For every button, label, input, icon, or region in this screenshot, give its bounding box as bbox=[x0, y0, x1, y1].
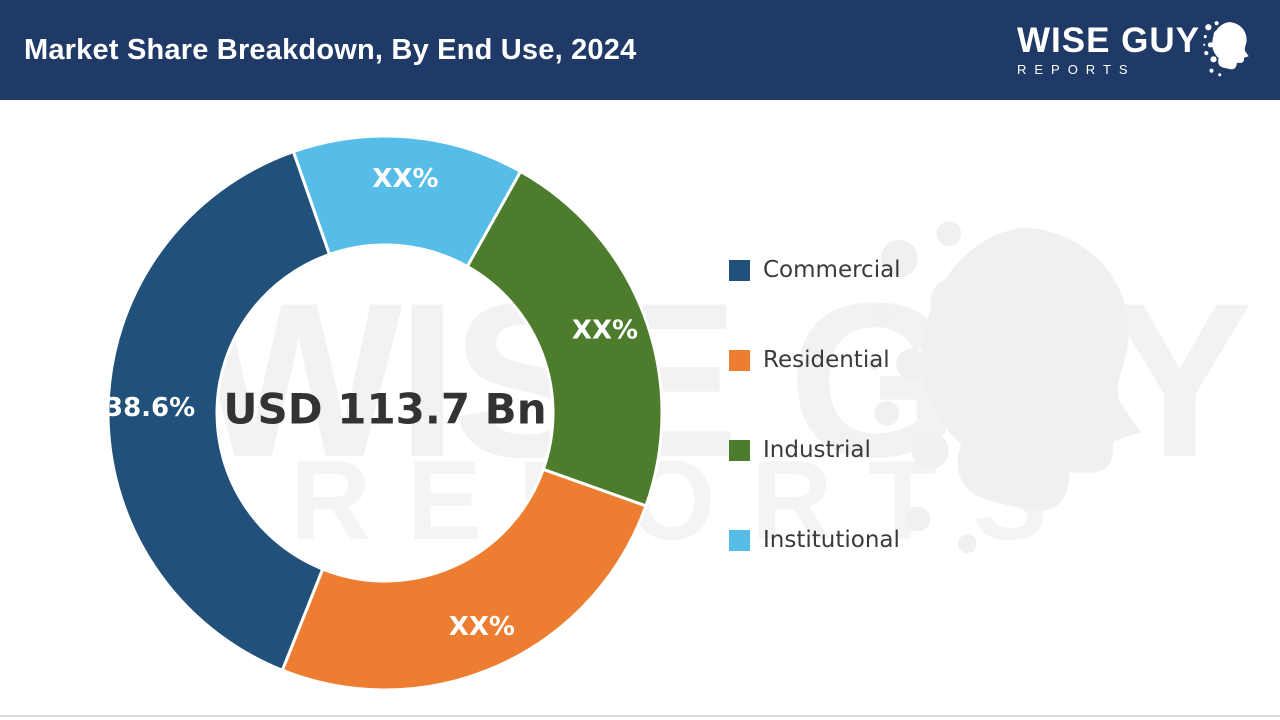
legend-label-industrial: Industrial bbox=[763, 436, 871, 463]
legend: Commercial Residential Industrial Instituti… bbox=[729, 255, 901, 615]
segment-label-institutional: XX% bbox=[372, 164, 438, 194]
legend-label-commercial: Commercial bbox=[763, 256, 901, 283]
donut-segment-residential bbox=[280, 467, 648, 692]
donut-chart: 38.6% XX% XX% XX% USD 113.7 Bn bbox=[105, 134, 664, 692]
legend-item-institutional: Institutional bbox=[729, 525, 901, 555]
logo-text: WISE GUY REPORTS bbox=[1017, 23, 1200, 77]
brand-logo: WISE GUY REPORTS bbox=[1017, 19, 1254, 81]
bottom-divider bbox=[0, 715, 1280, 717]
legend-swatch-residential bbox=[729, 349, 750, 371]
logo-face-icon bbox=[1203, 21, 1249, 77]
legend-swatch-industrial bbox=[729, 439, 750, 461]
legend-item-commercial: Commercial bbox=[729, 255, 901, 285]
legend-label-institutional: Institutional bbox=[763, 526, 900, 553]
logo-subtext: REPORTS bbox=[1016, 62, 1136, 77]
header: Market Share Breakdown, By End Use, 2024… bbox=[0, 0, 1280, 100]
legend-item-industrial: Industrial bbox=[729, 435, 901, 465]
page-title: Market Share Breakdown, By End Use, 2024 bbox=[24, 33, 637, 66]
donut-segment-commercial bbox=[106, 150, 331, 672]
segment-label-commercial: 38.6% bbox=[105, 393, 195, 423]
logo-wordmark: WISE GUY bbox=[1016, 21, 1200, 60]
donut-segment-industrial bbox=[465, 169, 664, 508]
legend-item-residential: Residential bbox=[729, 345, 901, 375]
donut-center-value: USD 113.7 Bn bbox=[223, 385, 546, 434]
watermark-face-icon bbox=[868, 221, 1141, 554]
segment-label-residential: XX% bbox=[449, 612, 515, 642]
legend-swatch-commercial bbox=[729, 259, 750, 281]
legend-swatch-institutional bbox=[729, 529, 750, 551]
legend-label-residential: Residential bbox=[763, 346, 890, 373]
chart-area: WISE GUY REPORTS 38.6% XX% XX% XX% USD 113.7… bbox=[0, 100, 1280, 720]
donut-segment-institutional bbox=[291, 134, 523, 268]
segment-label-industrial: XX% bbox=[572, 316, 638, 346]
